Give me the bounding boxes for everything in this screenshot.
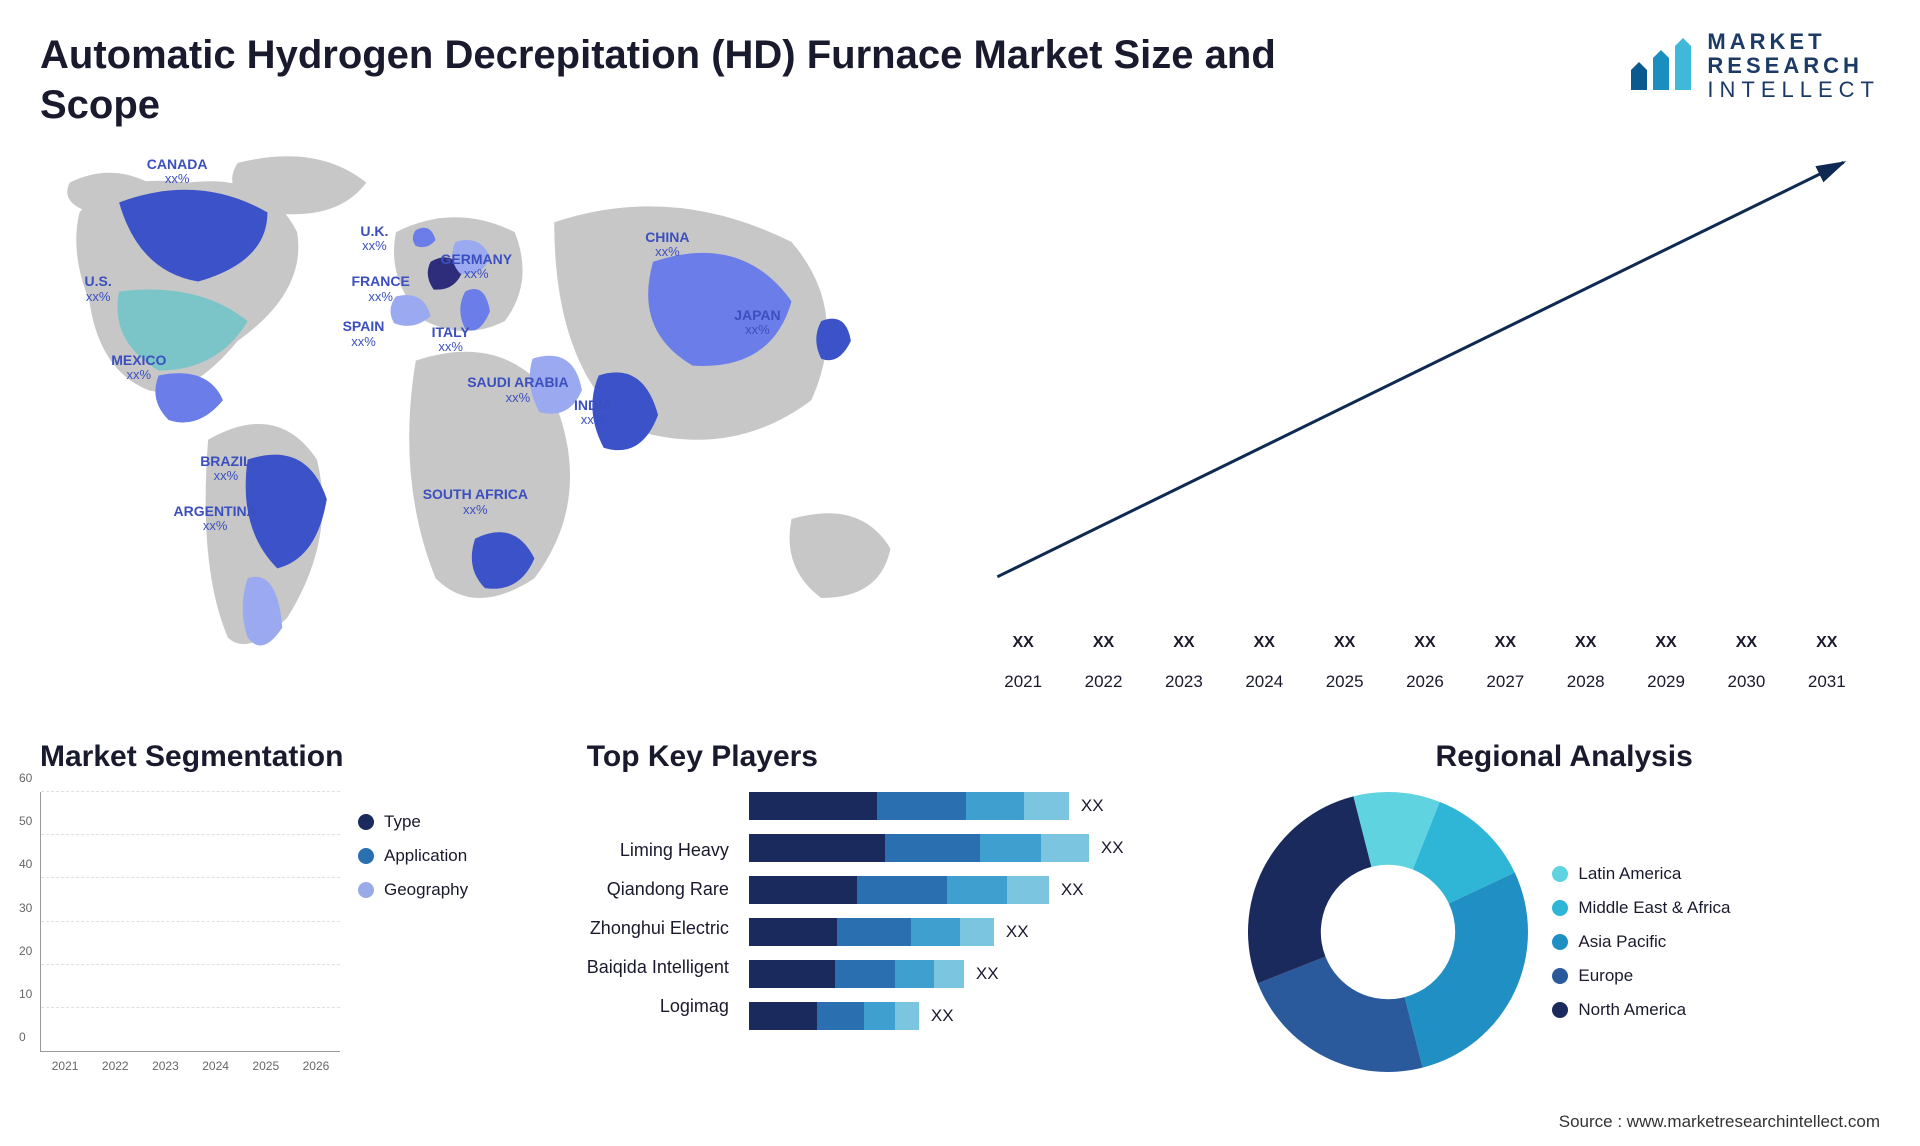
year-tick: 2030 [1713,672,1779,692]
legend-item: Asia Pacific [1552,932,1730,952]
regional-panel: Regional Analysis Latin America Middle Ea… [1248,740,1880,1072]
bar-value-label: XX [1254,634,1275,652]
year-tick: 2023 [1151,672,1217,692]
player-bar-row: XX [749,792,1219,820]
legend-item: Europe [1552,966,1730,986]
year-tick: 2029 [1633,672,1699,692]
legend-item: Latin America [1552,864,1730,884]
year-tick: 2027 [1472,672,1538,692]
map-label: U.S.xx% [85,274,112,304]
top-row: CANADAxx% U.S.xx% MEXICOxx% BRAZILxx% ARGENT… [40,140,1880,700]
bar-value-label: XX [1061,880,1084,900]
legend-item: Middle East & Africa [1552,898,1730,918]
regional-chart: Latin America Middle East & Africa Asia Pa… [1248,792,1880,1072]
year-tick: 2024 [196,1059,236,1073]
donut-segment [1405,873,1528,1068]
bar-value-label: XX [1006,922,1029,942]
world-map-svg [40,140,930,700]
players-names: Liming Heavy Qiandong Rare Zhonghui Electr… [587,840,729,1030]
bar-value-label: XX [1081,796,1104,816]
player-name: Zhonghui Electric [587,918,729,939]
map-label: SPAINxx% [343,319,385,349]
bar-value-label: XX [931,1006,954,1026]
year-tick: 2025 [1311,672,1377,692]
bar-value-label: XX [1173,634,1194,652]
map-label: SOUTH AFRICAxx% [423,487,528,517]
bar-value-label: XX [1093,634,1114,652]
player-bar-row: XX [749,960,1219,988]
map-label: ARGENTINAxx% [174,504,257,534]
player-name: Baiqida Intelligent [587,957,729,978]
map-label: CHINAxx% [645,230,689,260]
bar-value-label: XX [1736,634,1757,652]
player-bar-row: XX [749,918,1219,946]
bar-value-label: XX [1414,634,1435,652]
player-bar-row: XX [749,1002,1219,1030]
donut-segment [1248,796,1371,983]
legend-item: Application [358,846,468,866]
player-bar-row: XX [749,834,1219,862]
regional-title: Regional Analysis [1248,740,1880,774]
growth-chart: XX XX XX XX XX XX XX XX XX XX XX 2021 2022 2023 2024 2… [970,140,1880,700]
map-label: MEXICOxx% [111,353,166,383]
map-label: INDIAxx% [574,398,612,428]
map-label: JAPANxx% [734,308,780,338]
segmentation-plot: 202120222023202420252026 1020304050600 [40,792,340,1052]
year-tick: 2024 [1231,672,1297,692]
segmentation-title: Market Segmentation [40,740,557,774]
source-text: Source : www.marketresearchintellect.com [1559,1112,1880,1132]
players-title: Top Key Players [587,740,1219,774]
segmentation-legend: Type Application Geography [358,812,468,900]
player-name: Logimag [587,996,729,1017]
players-bars: XX XX XX XX XX XX [749,792,1219,1030]
bar-value-label: XX [1495,634,1516,652]
legend-item: North America [1552,1000,1730,1020]
bar-value-label: XX [1575,634,1596,652]
player-bar-row: XX [749,876,1219,904]
map-label: FRANCExx% [352,274,410,304]
year-tick: 2031 [1794,672,1860,692]
bar-value-label: XX [1013,634,1034,652]
players-panel: Top Key Players Liming Heavy Qiandong Rar… [587,740,1219,1072]
header: Automatic Hydrogen Decrepitation (HD) Fu… [40,30,1880,130]
bar-value-label: XX [976,964,999,984]
map-label: ITALYxx% [432,325,470,355]
map-label: BRAZILxx% [200,454,251,484]
year-tick: 2023 [145,1059,185,1073]
year-tick: 2026 [1392,672,1458,692]
bar-value-label: XX [1816,634,1837,652]
legend-item: Type [358,812,468,832]
logo-text: MARKET RESEARCH INTELLECT [1707,30,1880,103]
year-tick: 2022 [1070,672,1136,692]
year-tick: 2021 [45,1059,85,1073]
page-title: Automatic Hydrogen Decrepitation (HD) Fu… [40,30,1340,130]
year-tick: 2022 [95,1059,135,1073]
logo-mark-icon [1625,38,1695,94]
map-label: CANADAxx% [147,157,208,187]
map-label: U.K.xx% [360,224,388,254]
segmentation-chart: 202120222023202420252026 1020304050600 T… [40,792,557,1052]
brand-logo: MARKET RESEARCH INTELLECT [1625,30,1880,103]
player-name: Liming Heavy [587,840,729,861]
players-chart: Liming Heavy Qiandong Rare Zhonghui Electr… [587,792,1219,1030]
segmentation-panel: Market Segmentation 20212022202320242025… [40,740,557,1072]
player-name: Qiandong Rare [587,879,729,900]
year-tick: 2028 [1553,672,1619,692]
regional-legend: Latin America Middle East & Africa Asia Pa… [1552,864,1730,1020]
donut-chart [1248,792,1528,1072]
legend-item: Geography [358,880,468,900]
year-tick: 2021 [990,672,1056,692]
year-tick: 2026 [296,1059,336,1073]
bar-value-label: XX [1101,838,1124,858]
year-tick: 2025 [246,1059,286,1073]
donut-segment [1258,957,1423,1072]
bottom-row: Market Segmentation 20212022202320242025… [40,740,1880,1072]
world-map: CANADAxx% U.S.xx% MEXICOxx% BRAZILxx% ARGENT… [40,140,930,700]
bar-value-label: XX [1655,634,1676,652]
map-label: GERMANYxx% [441,252,513,282]
bar-value-label: XX [1334,634,1355,652]
map-label: SAUDI ARABIAxx% [467,375,568,405]
